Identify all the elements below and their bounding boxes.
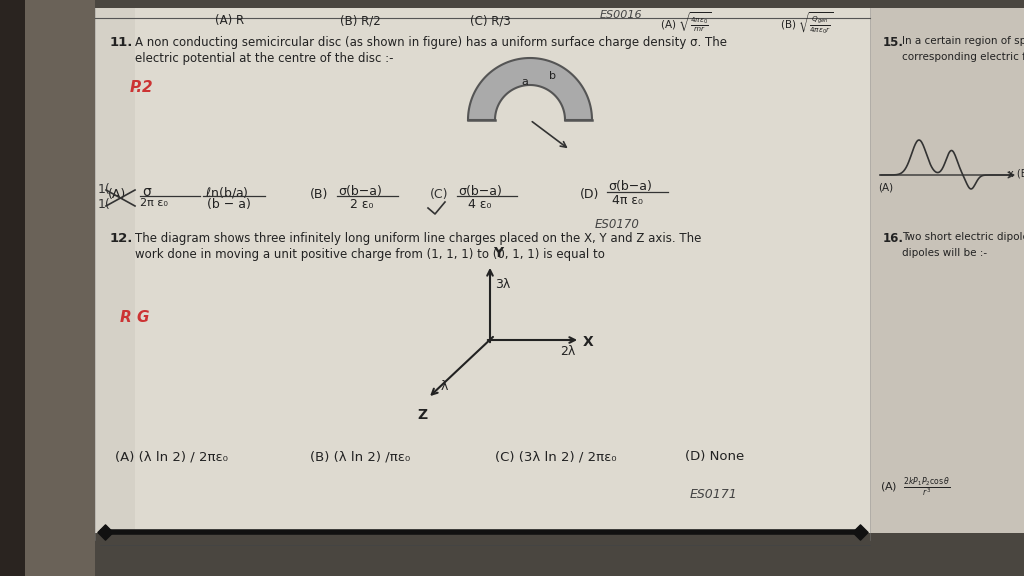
Text: x (B): x (B): [1008, 169, 1024, 179]
Text: ES0016: ES0016: [600, 10, 643, 20]
Text: (A) (λ ln 2) / 2πε₀: (A) (λ ln 2) / 2πε₀: [115, 450, 228, 463]
Text: b: b: [549, 71, 555, 81]
Text: (A) R: (A) R: [215, 14, 245, 27]
Text: Two short electric dipoles: Two short electric dipoles: [902, 232, 1024, 242]
Text: (A) $\sqrt{\frac{4\pi\varepsilon_0}{mr}}$: (A) $\sqrt{\frac{4\pi\varepsilon_0}{mr}}…: [660, 10, 712, 34]
Text: (C): (C): [430, 188, 449, 201]
Point: [852, 528, 868, 537]
Text: ES0170: ES0170: [595, 218, 640, 231]
Text: λ: λ: [440, 380, 447, 393]
Text: (B) R/2: (B) R/2: [340, 14, 380, 27]
Text: 2π ε₀: 2π ε₀: [140, 198, 168, 208]
Text: 4π ε₀: 4π ε₀: [612, 194, 643, 207]
Text: (A): (A): [878, 183, 893, 193]
Text: $\ell$n(b/a): $\ell$n(b/a): [205, 185, 249, 200]
Bar: [95, 8, 870, 533]
Text: 12.: 12.: [110, 232, 133, 245]
Text: The diagram shows three infinitely long uniform line charges placed on the X, Y : The diagram shows three infinitely long …: [135, 232, 701, 245]
Bar: [95, 8, 135, 533]
Text: 4 ε₀: 4 ε₀: [468, 198, 492, 211]
Text: 1(: 1(: [98, 183, 111, 196]
Text: A non conducting semicircular disc (as shown in figure) has a uniform surface ch: A non conducting semicircular disc (as s…: [135, 36, 727, 49]
Polygon shape: [468, 58, 592, 120]
Text: R G: R G: [120, 310, 150, 325]
Text: 2 ε₀: 2 ε₀: [350, 198, 374, 211]
Text: (B): (B): [310, 188, 329, 201]
Text: σ(b−a): σ(b−a): [608, 180, 652, 193]
Text: 11.: 11.: [110, 36, 133, 49]
Text: (C) R/3: (C) R/3: [470, 14, 510, 27]
Text: (C) (3λ ln 2) / 2πε₀: (C) (3λ ln 2) / 2πε₀: [495, 450, 616, 463]
Text: ES0171: ES0171: [690, 488, 737, 501]
Bar: [0, 0, 95, 576]
Text: electric potential at the centre of the disc :-: electric potential at the centre of the …: [135, 52, 393, 65]
Point: [97, 528, 114, 537]
Text: P.2: P.2: [130, 80, 154, 95]
Text: dipoles will be :-: dipoles will be :-: [902, 248, 987, 258]
Text: (b − a): (b − a): [207, 198, 251, 211]
Text: (B) $\sqrt{\frac{Q_{gen}}{4\pi\varepsilon_0 r}}$: (B) $\sqrt{\frac{Q_{gen}}{4\pi\varepsilo…: [780, 10, 834, 36]
Text: (A): (A): [108, 188, 126, 201]
Text: corresponding electric field lines in: corresponding electric field lines in: [902, 52, 1024, 62]
Text: Z: Z: [417, 408, 427, 422]
Text: σ: σ: [142, 185, 151, 199]
Text: In a certain region of space, the poten: In a certain region of space, the poten: [902, 36, 1024, 46]
Text: (A)  $\frac{2kP_1P_2\cos\theta}{r^3}$: (A) $\frac{2kP_1P_2\cos\theta}{r^3}$: [880, 475, 950, 499]
Text: X: X: [583, 335, 594, 349]
Bar: [870, 8, 1024, 533]
Text: 15.: 15.: [883, 36, 904, 49]
Text: a: a: [521, 77, 528, 87]
Text: work done in moving a unit positive charge from (1, 1, 1) to (0, 1, 1) is equal : work done in moving a unit positive char…: [135, 248, 605, 261]
Text: 16.: 16.: [883, 232, 904, 245]
Text: (D): (D): [580, 188, 599, 201]
Text: (B) (λ ln 2) /πε₀: (B) (λ ln 2) /πε₀: [310, 450, 411, 463]
Text: σ(b−a): σ(b−a): [338, 185, 382, 198]
Text: Y: Y: [493, 246, 503, 260]
Text: 1(: 1(: [98, 198, 111, 211]
Text: (D) None: (D) None: [685, 450, 744, 463]
Bar: [0, 0, 25, 576]
Text: 2λ: 2λ: [560, 345, 575, 358]
Text: σ(b−a): σ(b−a): [458, 185, 502, 198]
Text: 3λ: 3λ: [495, 278, 510, 291]
